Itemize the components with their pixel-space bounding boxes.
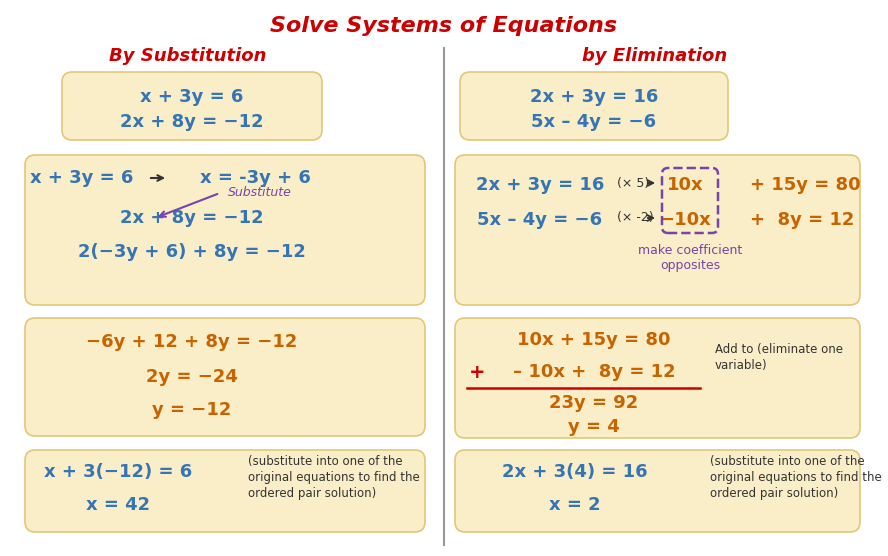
Text: −10x: −10x <box>659 211 711 229</box>
Text: 5x – 4y = −6: 5x – 4y = −6 <box>478 211 603 229</box>
Text: y = −12: y = −12 <box>153 401 232 419</box>
Text: 10x: 10x <box>667 176 703 194</box>
FancyBboxPatch shape <box>62 72 322 140</box>
Text: – 10x +  8y = 12: – 10x + 8y = 12 <box>512 363 675 381</box>
FancyBboxPatch shape <box>25 155 425 305</box>
Text: (substitute into one of the
original equations to find the
ordered pair solution: (substitute into one of the original equ… <box>710 455 882 500</box>
FancyBboxPatch shape <box>25 450 425 532</box>
Text: (× -2): (× -2) <box>617 211 654 225</box>
Text: −6y + 12 + 8y = −12: −6y + 12 + 8y = −12 <box>86 333 297 351</box>
Text: x + 3y = 6: x + 3y = 6 <box>140 88 243 106</box>
Text: (× 5): (× 5) <box>617 176 649 190</box>
FancyBboxPatch shape <box>455 450 860 532</box>
Text: +: + <box>469 363 486 381</box>
Text: By Substitution: By Substitution <box>109 47 266 65</box>
Text: Add to (eliminate one
variable): Add to (eliminate one variable) <box>715 344 843 373</box>
FancyBboxPatch shape <box>455 318 860 438</box>
Text: 10x + 15y = 80: 10x + 15y = 80 <box>517 331 670 349</box>
Text: by Elimination: by Elimination <box>583 47 727 65</box>
Text: Solve Systems of Equations: Solve Systems of Equations <box>271 16 617 36</box>
Text: x = -3y + 6: x = -3y + 6 <box>200 169 311 187</box>
Text: make coefficient
opposites: make coefficient opposites <box>638 244 742 272</box>
Text: 2x + 3y = 16: 2x + 3y = 16 <box>530 88 658 106</box>
FancyBboxPatch shape <box>455 155 860 305</box>
Text: 5x – 4y = −6: 5x – 4y = −6 <box>531 113 656 131</box>
Text: x + 3(−12) = 6: x + 3(−12) = 6 <box>44 463 192 481</box>
Text: 2x + 8y = −12: 2x + 8y = −12 <box>120 209 264 227</box>
Text: (substitute into one of the
original equations to find the
ordered pair solution: (substitute into one of the original equ… <box>248 455 420 500</box>
FancyBboxPatch shape <box>460 72 728 140</box>
FancyBboxPatch shape <box>25 318 425 436</box>
Text: x = 42: x = 42 <box>86 496 150 514</box>
Text: Substitute: Substitute <box>228 186 292 200</box>
Text: y = 4: y = 4 <box>568 418 620 436</box>
Text: 2x + 3y = 16: 2x + 3y = 16 <box>476 176 604 194</box>
Text: 2x + 8y = −12: 2x + 8y = −12 <box>120 113 264 131</box>
Text: 2x + 3(4) = 16: 2x + 3(4) = 16 <box>503 463 648 481</box>
Text: + 15y = 80: + 15y = 80 <box>750 176 860 194</box>
Text: 2(−3y + 6) + 8y = −12: 2(−3y + 6) + 8y = −12 <box>78 243 306 261</box>
Text: 2y = −24: 2y = −24 <box>146 368 238 386</box>
Text: 23y = 92: 23y = 92 <box>550 394 638 412</box>
Text: +  8y = 12: + 8y = 12 <box>750 211 854 229</box>
Text: x + 3y = 6: x + 3y = 6 <box>30 169 134 187</box>
Text: x = 2: x = 2 <box>549 496 601 514</box>
